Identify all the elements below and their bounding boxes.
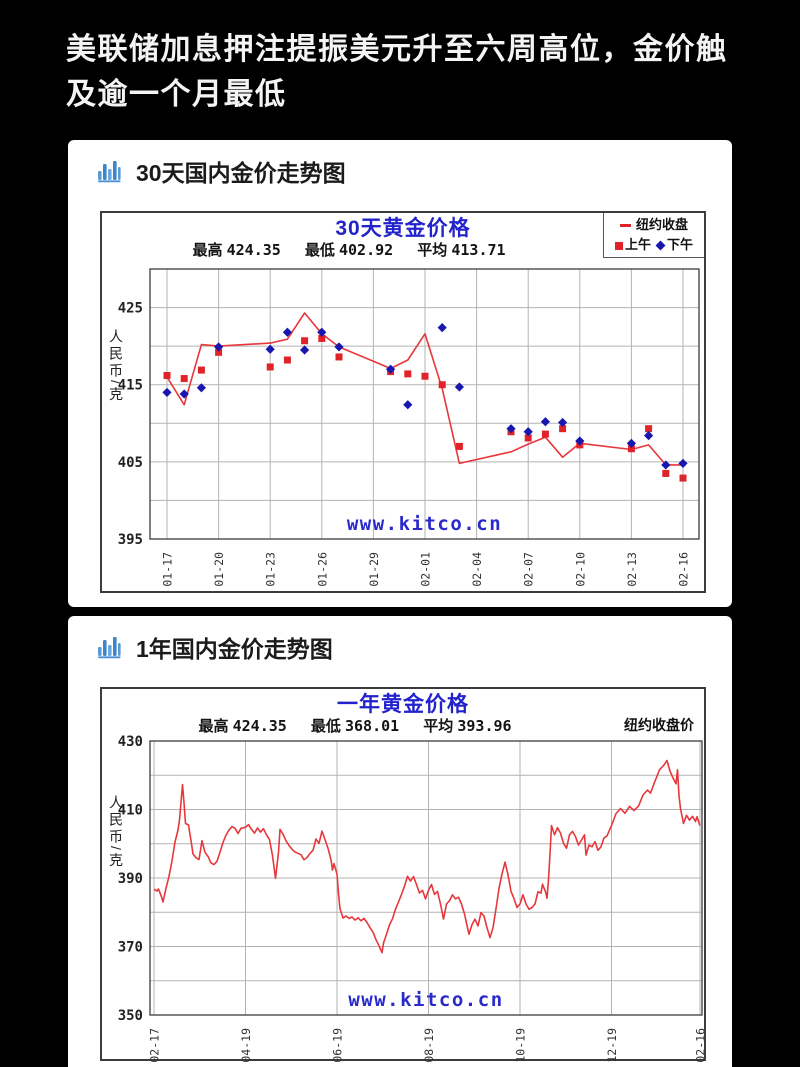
chart-legend: 纽约收盘价	[624, 715, 694, 735]
stat-avg-value: 413.71	[451, 241, 506, 259]
svg-text:02-16: 02-16	[677, 552, 691, 587]
card-30day-chart: 30天国内金价走势图 30天黄金价格 最高 424.35 最低 402.92 平…	[68, 140, 732, 607]
svg-text:01-26: 01-26	[315, 552, 329, 587]
chart-1year-head: 一年黄金价格 最高 424.35 最低 368.01 平均 393.96 纽约收…	[102, 689, 704, 735]
card-1year-header: 1年国内金价走势图	[95, 631, 732, 663]
svg-text:08-19: 08-19	[422, 1028, 436, 1063]
svg-text:01-17: 01-17	[161, 552, 175, 587]
1year-plot-area: 430 410 390 370 350 02-17 04-19 06-19 08-19 10-19…	[118, 735, 705, 1063]
chart-stats: 最高 424.35 最低 402.92 平均 413.71	[102, 240, 596, 261]
stat-low-value: 368.01	[345, 717, 400, 735]
svg-text:06-19: 06-19	[331, 1028, 345, 1063]
stat-high-value: 424.35	[226, 241, 281, 259]
svg-text:01-23: 01-23	[264, 552, 278, 587]
svg-text:390: 390	[118, 871, 143, 887]
am-square-marker	[614, 241, 623, 250]
svg-text:02-07: 02-07	[522, 552, 536, 587]
chart-30day: 30天黄金价格 最高 424.35 最低 402.92 平均 413.71 纽约…	[100, 211, 706, 593]
svg-text:01-29: 01-29	[367, 552, 381, 587]
stat-avg-label: 平均	[423, 718, 454, 735]
pm-diamond-marker	[655, 240, 666, 251]
svg-text:410: 410	[118, 803, 143, 819]
svg-text:02-04: 02-04	[470, 552, 484, 587]
stat-avg-label: 平均	[417, 242, 448, 259]
headline: 美联储加息押注提振美元升至六周高位，金价触及逾一个月最低	[66, 33, 728, 111]
stat-high-label: 最高	[192, 242, 223, 259]
y-axis-label: 人民币/克	[108, 329, 124, 404]
svg-text:405: 405	[118, 455, 143, 471]
svg-text:12-19: 12-19	[605, 1028, 619, 1063]
svg-text:10-19: 10-19	[514, 1028, 528, 1063]
legend-pm-label: 下午	[667, 237, 694, 252]
stat-low-value: 402.92	[339, 241, 394, 259]
close-line-marker	[619, 224, 631, 228]
legend-close-label: 纽约收盘	[635, 217, 688, 232]
svg-text:370: 370	[118, 940, 143, 956]
y-axis-label: 人民币/克	[108, 795, 124, 870]
card-title: 30天国内金价走势图	[136, 160, 346, 186]
svg-text:02-13: 02-13	[625, 552, 639, 587]
stat-low-label: 最低	[310, 718, 341, 735]
legend-close-label: 纽约收盘价	[624, 717, 694, 733]
svg-text:01-20: 01-20	[212, 552, 226, 587]
chart-30day-head: 30天黄金价格 最高 424.35 最低 402.92 平均 413.71 纽约…	[102, 213, 704, 259]
svg-text:02-17: 02-17	[148, 1028, 162, 1063]
chart-title: 一年黄金价格	[337, 693, 469, 716]
stat-avg-value: 393.96	[457, 717, 512, 735]
svg-text:415: 415	[118, 378, 143, 394]
chart-1year: 一年黄金价格 最高 424.35 最低 368.01 平均 393.96 纽约收…	[100, 687, 706, 1063]
svg-text:425: 425	[118, 301, 143, 317]
kitco-watermark: www.kitco.cn	[348, 989, 503, 1011]
svg-text:350: 350	[118, 1008, 143, 1024]
chart-title: 30天黄金价格	[335, 217, 471, 240]
svg-text:02-01: 02-01	[419, 552, 433, 587]
card-1year-chart: 1年国内金价走势图 一年黄金价格 最高 424.35 最低 368.01 平均 …	[68, 616, 732, 1067]
bar-chart-icon	[95, 633, 123, 661]
bar-chart-icon	[95, 157, 123, 185]
svg-text:04-19: 04-19	[239, 1028, 253, 1063]
stat-high-value: 424.35	[232, 717, 287, 735]
stat-high-label: 最高	[198, 718, 229, 735]
chart-stats: 最高 424.35 最低 368.01 平均 393.96	[102, 716, 608, 737]
card-title: 1年国内金价走势图	[136, 636, 333, 662]
svg-text:02-10: 02-10	[573, 552, 587, 587]
svg-text:02-16: 02-16	[694, 1028, 705, 1063]
30day-plot-area: 425 415 405 395 01-17 01-20 01-23 01-26 01-29 02-…	[118, 268, 700, 587]
stat-low-label: 最低	[304, 242, 335, 259]
card-30day-header: 30天国内金价走势图	[95, 155, 732, 187]
legend-am-label: 上午	[624, 237, 651, 252]
svg-text:395: 395	[118, 532, 143, 548]
chart-legend: 纽约收盘 上午 下午	[603, 213, 704, 258]
svg-text:430: 430	[118, 735, 143, 750]
kitco-watermark: www.kitco.cn	[347, 513, 502, 535]
